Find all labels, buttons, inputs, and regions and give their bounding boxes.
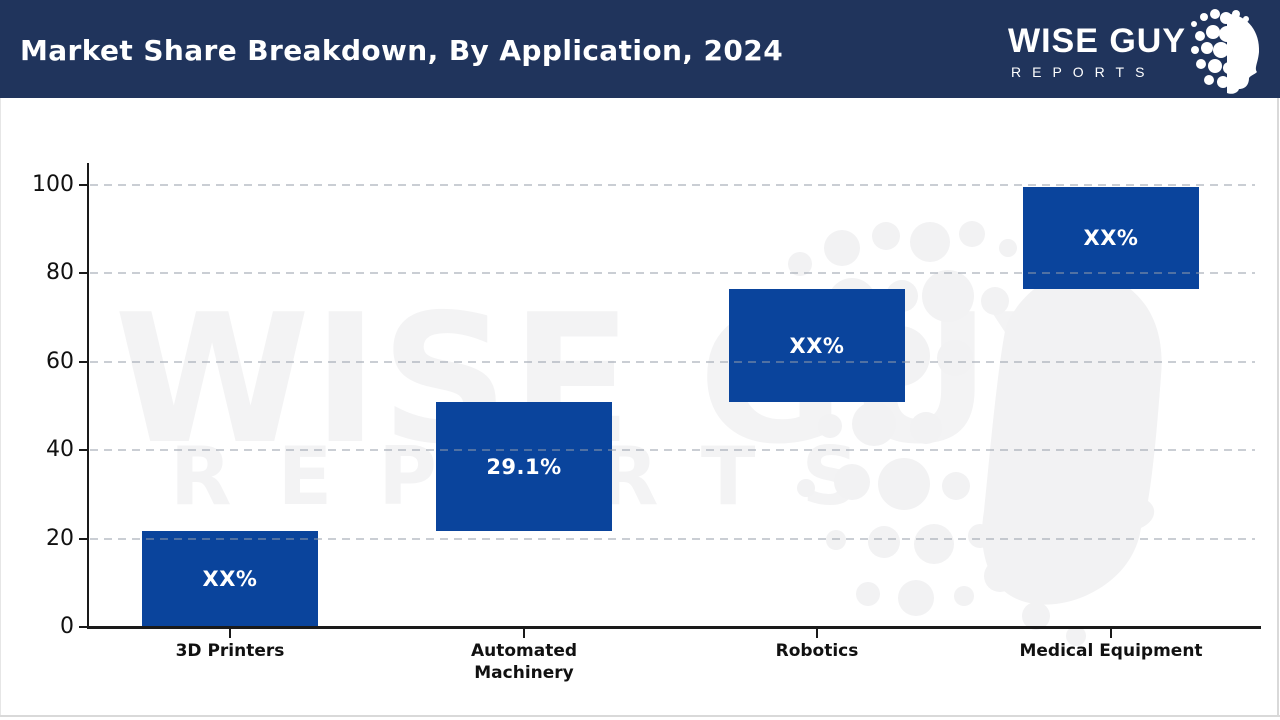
- y-axis-line: [87, 163, 89, 629]
- y-axis-tick-label: 80: [46, 260, 74, 286]
- frame-left-edge: [0, 98, 1, 716]
- x-axis-tick: [229, 629, 231, 638]
- brand-face-icon: [1191, 9, 1260, 94]
- bar-segment: 29.1%: [436, 402, 612, 532]
- y-axis-tick: [79, 360, 87, 363]
- y-axis-tick: [79, 626, 87, 628]
- y-axis-tick: [79, 537, 87, 540]
- y-axis-tick-label: 40: [46, 437, 74, 463]
- category-label: Robotics: [775, 641, 859, 661]
- frame-bottom-edge: [0, 715, 1280, 717]
- x-axis-tick: [523, 629, 525, 638]
- bar-value-label: XX%: [1083, 226, 1139, 251]
- x-axis-line: [87, 626, 1261, 629]
- y-axis-tick-label: 0: [60, 614, 74, 639]
- brand-logo-subtext: REPORTS: [1011, 64, 1156, 80]
- x-axis-tick: [1110, 629, 1112, 638]
- y-axis-tick: [79, 272, 87, 275]
- bar-segment: XX%: [729, 289, 905, 403]
- y-axis-tick-label: 100: [32, 172, 74, 197]
- gridline: [90, 449, 1255, 452]
- gridline: [90, 272, 1255, 275]
- x-axis-tick: [816, 629, 818, 638]
- bar-value-label: 29.1%: [486, 454, 562, 479]
- bar-value-label: XX%: [789, 333, 845, 358]
- gridline: [90, 360, 1255, 363]
- y-axis-tick-label: 60: [46, 348, 74, 374]
- y-axis-tick: [79, 184, 87, 186]
- bar-segment: XX%: [1023, 186, 1199, 290]
- brand-logo: WISE GUY REPORTS: [1004, 4, 1264, 96]
- category-label: Automated Machinery: [470, 641, 578, 683]
- frame-right-edge: [1277, 98, 1279, 716]
- gridline: [90, 537, 1255, 540]
- category-label: Medical Equipment: [1019, 641, 1203, 661]
- y-axis-tick: [79, 449, 87, 452]
- bar-value-label: XX%: [202, 567, 258, 592]
- gridline: [90, 184, 1255, 186]
- bar-segment: XX%: [142, 531, 318, 627]
- y-axis-tick-label: 20: [46, 525, 74, 551]
- header-bar: Market Share Breakdown, By Application, …: [0, 0, 1280, 98]
- category-label: 3D Printers: [175, 641, 285, 661]
- chart-title: Market Share Breakdown, By Application, …: [20, 34, 784, 67]
- brand-logo-text: WISE GUY: [1008, 22, 1187, 60]
